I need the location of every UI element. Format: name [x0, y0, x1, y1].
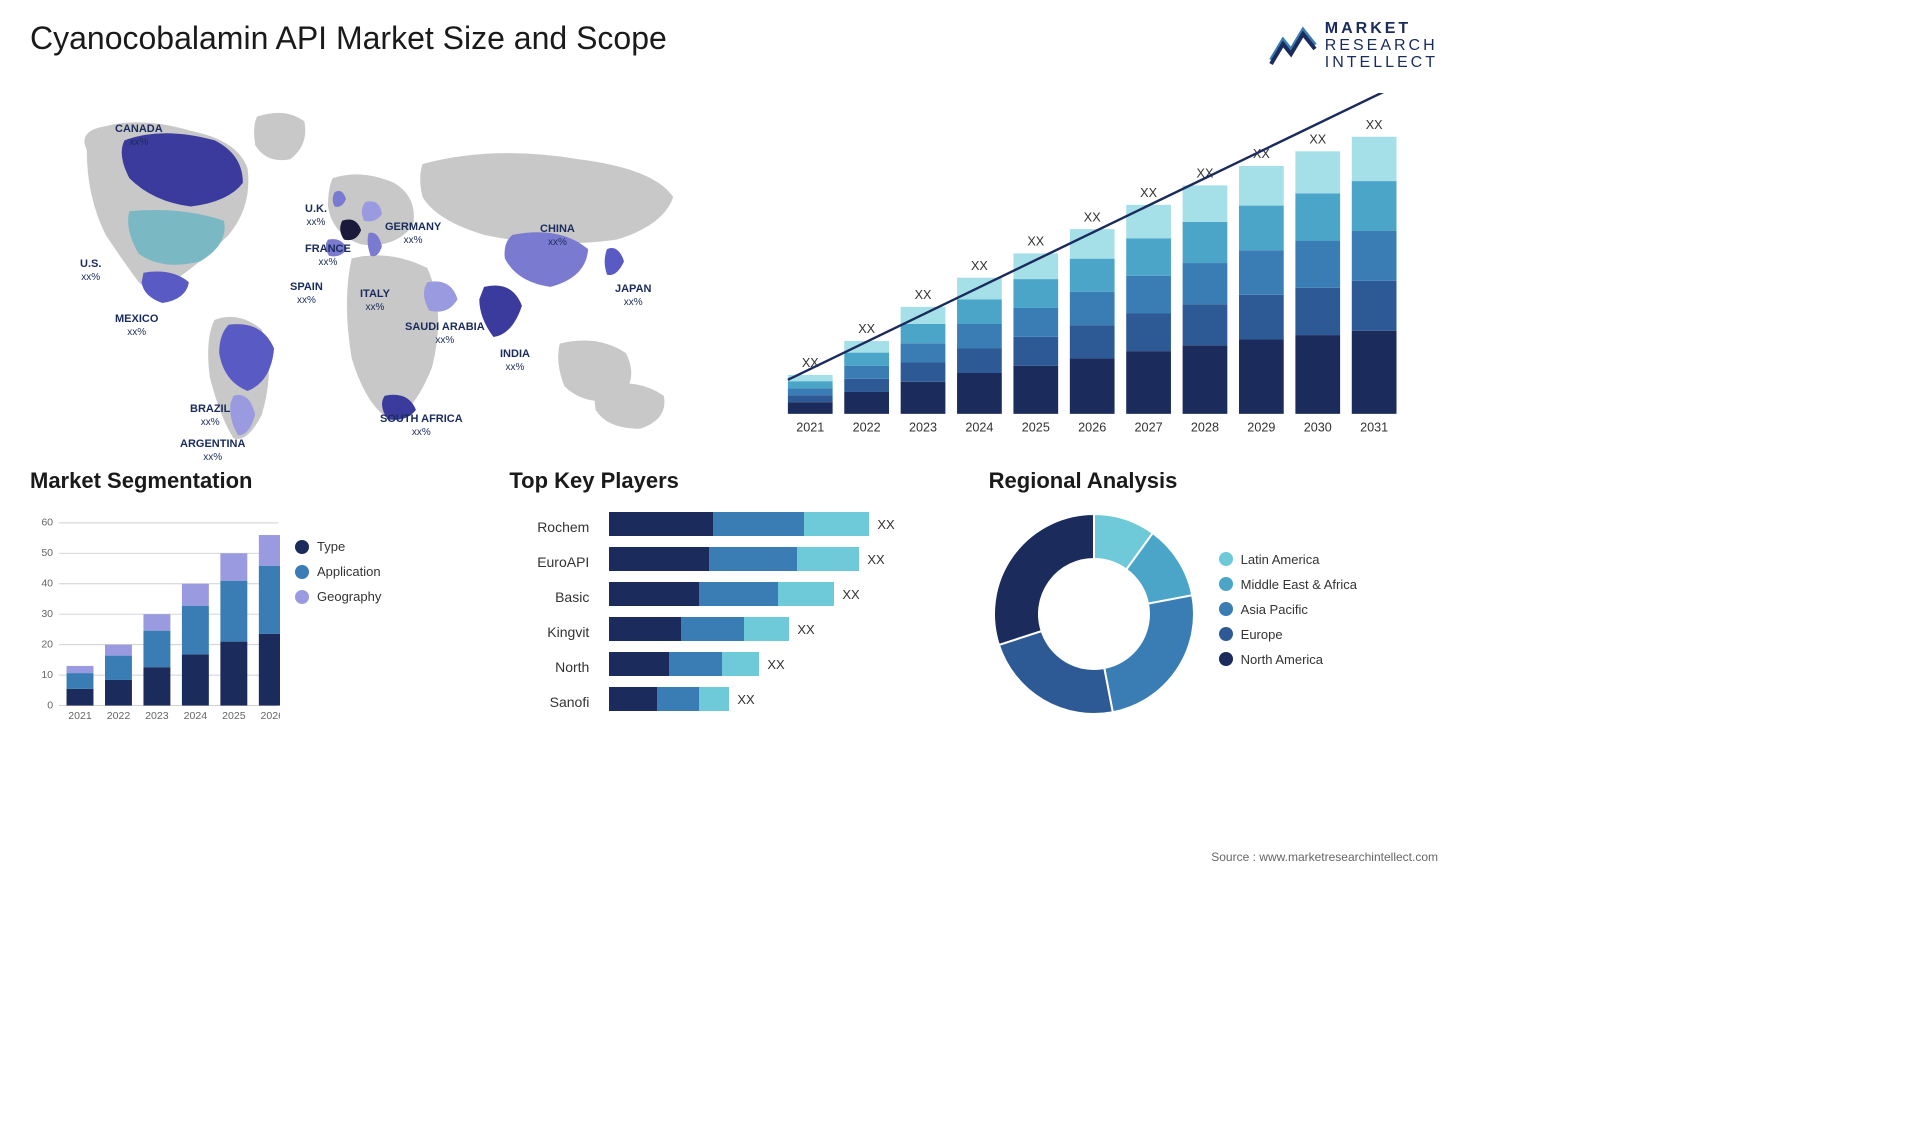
- player-value: XX: [867, 552, 884, 567]
- segmentation-chart: 0 10 20 30 40 50 60 2021 2022 2023 2024 2025 2026: [30, 509, 280, 729]
- map-label: U.S.xx%: [80, 258, 101, 284]
- svg-text:2022: 2022: [107, 710, 131, 722]
- svg-text:XX: XX: [858, 322, 875, 336]
- svg-text:2025: 2025: [1022, 420, 1050, 434]
- svg-text:XX: XX: [1309, 133, 1326, 147]
- main-bar-chart: XX 2021 XX 2022 XX 2023 XX 2024 XX 2025 XX 2026 XX 20…: [760, 93, 1438, 443]
- svg-text:2028: 2028: [1191, 420, 1219, 434]
- map-label: BRAZILxx%: [190, 403, 230, 429]
- regional-title: Regional Analysis: [989, 468, 1438, 494]
- players-panel: Top Key Players Rochem EuroAPI Basic Kingvi…: [509, 468, 958, 729]
- regional-panel: Regional Analysis Latin America Middle Ea…: [989, 468, 1438, 729]
- legend-item: Latin America: [1219, 552, 1438, 567]
- svg-text:XX: XX: [1027, 235, 1044, 249]
- brand-logo: MARKET RESEARCH INTELLECT: [1269, 20, 1438, 73]
- player-bar-row: XX: [609, 649, 958, 679]
- regional-legend: Latin America Middle East & Africa Asia Pa…: [1219, 552, 1438, 677]
- svg-text:XX: XX: [1084, 210, 1101, 224]
- svg-text:XX: XX: [971, 259, 988, 273]
- map-label: MEXICOxx%: [115, 313, 158, 339]
- svg-text:60: 60: [41, 517, 53, 529]
- player-value: XX: [737, 692, 754, 707]
- svg-text:2026: 2026: [261, 710, 280, 722]
- player-bar-row: XX: [609, 579, 958, 609]
- logo-mark-icon: [1269, 20, 1317, 73]
- player-bar-row: XX: [609, 509, 958, 539]
- page-title: Cyanocobalamin API Market Size and Scope: [30, 20, 667, 57]
- segmentation-legend: Type Application Geography: [280, 509, 479, 729]
- segmentation-panel: Market Segmentation 0 10 20 30 40 50 60 2021 202…: [30, 468, 479, 729]
- svg-text:XX: XX: [1366, 118, 1383, 132]
- svg-text:2021: 2021: [796, 420, 824, 434]
- svg-text:2023: 2023: [909, 420, 937, 434]
- map-label: U.K.xx%: [305, 203, 327, 229]
- svg-text:50: 50: [41, 547, 53, 559]
- svg-text:2031: 2031: [1360, 420, 1388, 434]
- svg-text:2025: 2025: [222, 710, 246, 722]
- legend-item: Application: [295, 564, 479, 579]
- map-label: JAPANxx%: [615, 283, 651, 309]
- logo-line3: INTELLECT: [1325, 55, 1438, 72]
- player-name: Sanofi: [509, 694, 589, 710]
- players-title: Top Key Players: [509, 468, 958, 494]
- svg-text:2021: 2021: [68, 710, 92, 722]
- map-label: SPAINxx%: [290, 281, 323, 307]
- svg-text:10: 10: [41, 669, 53, 681]
- svg-text:2026: 2026: [1078, 420, 1106, 434]
- svg-text:XX: XX: [1140, 186, 1157, 200]
- svg-text:2024: 2024: [965, 420, 993, 434]
- players-labels: Rochem EuroAPI Basic Kingvit North Sanofi: [509, 509, 589, 719]
- player-bar-row: XX: [609, 684, 958, 714]
- svg-text:2022: 2022: [853, 420, 881, 434]
- map-label: SAUDI ARABIAxx%: [405, 321, 485, 347]
- legend-item: North America: [1219, 652, 1438, 667]
- map-label: CANADAxx%: [115, 123, 163, 149]
- source-attribution: Source : www.marketresearchintellect.com: [1211, 850, 1438, 864]
- map-label: ARGENTINAxx%: [180, 438, 245, 464]
- legend-item: Middle East & Africa: [1219, 577, 1438, 592]
- player-name: Basic: [509, 589, 589, 605]
- legend-item: Type: [295, 539, 479, 554]
- player-name: Kingvit: [509, 624, 589, 640]
- svg-text:XX: XX: [915, 288, 932, 302]
- map-label: CHINAxx%: [540, 223, 575, 249]
- map-label: INDIAxx%: [500, 348, 530, 374]
- logo-line2: RESEARCH: [1325, 38, 1438, 55]
- svg-text:2029: 2029: [1247, 420, 1275, 434]
- svg-text:30: 30: [41, 608, 53, 620]
- svg-text:2027: 2027: [1135, 420, 1163, 434]
- player-bar-row: XX: [609, 544, 958, 574]
- svg-text:2024: 2024: [184, 710, 208, 722]
- world-map-panel: CANADAxx%U.S.xx%MEXICOxx%BRAZILxx%ARGENT…: [30, 93, 730, 443]
- player-name: Rochem: [509, 519, 589, 535]
- map-label: SOUTH AFRICAxx%: [380, 413, 463, 439]
- legend-item: Europe: [1219, 627, 1438, 642]
- player-value: XX: [877, 517, 894, 532]
- player-value: XX: [797, 622, 814, 637]
- players-bars-chart: XX XX XX XX XX XX: [609, 509, 958, 719]
- map-label: FRANCExx%: [305, 243, 351, 269]
- svg-text:0: 0: [47, 699, 53, 711]
- regional-donut-chart: [989, 509, 1199, 719]
- legend-item: Asia Pacific: [1219, 602, 1438, 617]
- legend-item: Geography: [295, 589, 479, 604]
- svg-text:2023: 2023: [145, 710, 169, 722]
- player-value: XX: [767, 657, 784, 672]
- player-name: North: [509, 659, 589, 675]
- player-name: EuroAPI: [509, 554, 589, 570]
- svg-text:2030: 2030: [1304, 420, 1332, 434]
- segmentation-title: Market Segmentation: [30, 468, 479, 494]
- map-label: ITALYxx%: [360, 288, 390, 314]
- map-label: GERMANYxx%: [385, 221, 441, 247]
- svg-text:20: 20: [41, 639, 53, 651]
- player-bar-row: XX: [609, 614, 958, 644]
- svg-text:40: 40: [41, 578, 53, 590]
- logo-text: MARKET RESEARCH INTELLECT: [1325, 21, 1438, 71]
- logo-line1: MARKET: [1325, 21, 1438, 38]
- player-value: XX: [842, 587, 859, 602]
